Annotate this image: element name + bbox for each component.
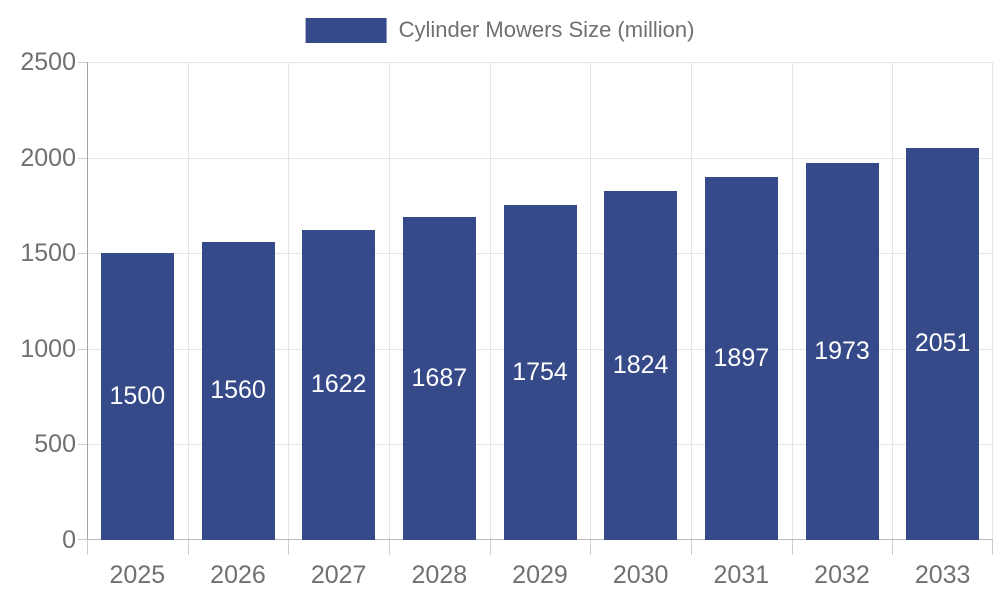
y-axis-tick-label: 2500 xyxy=(20,48,76,76)
x-axis-tick xyxy=(992,540,993,555)
gridline-h xyxy=(87,62,993,63)
x-axis-tick-label: 2025 xyxy=(109,561,166,589)
bar-value-label: 1897 xyxy=(713,344,770,373)
gridline-v xyxy=(489,62,491,540)
x-axis-tick-label: 2031 xyxy=(713,561,770,589)
gridline-v xyxy=(590,62,592,540)
y-axis-tick xyxy=(78,253,87,255)
bar-2025[interactable]: 1500 xyxy=(100,253,174,540)
x-axis-tick-label: 2033 xyxy=(914,561,971,589)
legend-label: Cylinder Mowers Size (million) xyxy=(398,17,695,42)
bar-value-label: 1824 xyxy=(612,351,669,380)
gridline-v xyxy=(992,62,993,540)
legend-swatch xyxy=(305,17,387,43)
bar-value-label: 1687 xyxy=(411,364,468,393)
y-axis-tick-label: 1000 xyxy=(20,334,76,363)
bar-2026[interactable]: 1560 xyxy=(201,241,275,540)
gridline-v xyxy=(892,62,894,540)
gridline-h xyxy=(87,157,993,159)
gridline-v xyxy=(389,62,390,540)
y-axis-tick-label: 500 xyxy=(34,430,76,459)
x-axis-tick-label: 2028 xyxy=(411,561,468,589)
y-axis-tick-label: 0 xyxy=(62,526,76,554)
x-axis-tick xyxy=(187,540,189,555)
y-axis-line xyxy=(87,62,88,540)
gridline-v xyxy=(791,62,793,540)
x-axis-tick xyxy=(87,540,88,555)
bar-2030[interactable]: 1824 xyxy=(604,191,678,540)
x-axis-tick xyxy=(791,540,793,555)
y-axis-tick xyxy=(78,62,87,63)
plot-area: 1500 1560 1622 1687 1754 1824 1897 1973 2051 xyxy=(78,62,993,555)
bar-2029[interactable]: 1754 xyxy=(503,204,577,540)
y-axis-tick-label: 2000 xyxy=(20,143,76,172)
x-axis-tick xyxy=(489,540,491,555)
x-axis-tick xyxy=(288,540,290,555)
x-axis-tick xyxy=(691,540,692,555)
bar-value-label: 1500 xyxy=(109,382,166,411)
x-axis-tick-label: 2029 xyxy=(512,561,568,589)
y-axis-tick xyxy=(78,348,87,350)
y-axis-tick xyxy=(78,157,87,159)
bar-value-label: 1560 xyxy=(210,376,266,405)
x-axis-tick xyxy=(389,540,390,555)
gridline-v xyxy=(187,62,189,540)
bar-value-label: 1754 xyxy=(512,357,568,386)
x-axis-tick xyxy=(590,540,592,555)
gridline-v xyxy=(691,62,692,540)
x-axis-tick-label: 2027 xyxy=(310,561,367,589)
y-axis-tick xyxy=(78,444,87,446)
bar-value-label: 1973 xyxy=(814,336,870,365)
x-axis-tick-label: 2026 xyxy=(210,561,266,589)
bar-2027[interactable]: 1622 xyxy=(302,229,376,540)
x-axis-tick-label: 2032 xyxy=(814,561,870,589)
y-axis-tick xyxy=(78,539,87,540)
x-axis-tick-label: 2030 xyxy=(612,561,669,589)
y-axis-tick-label: 1500 xyxy=(20,239,76,268)
bar-2028[interactable]: 1687 xyxy=(402,217,476,540)
x-axis-tick xyxy=(892,540,894,555)
bar-2032[interactable]: 1973 xyxy=(805,162,879,540)
legend-item[interactable]: Cylinder Mowers Size (million) xyxy=(305,17,695,43)
bar-2033[interactable]: 2051 xyxy=(906,147,980,540)
bar-value-label: 1622 xyxy=(310,370,367,399)
bar-2031[interactable]: 1897 xyxy=(704,177,778,540)
bar-value-label: 2051 xyxy=(914,329,971,358)
gridline-v xyxy=(288,62,290,540)
